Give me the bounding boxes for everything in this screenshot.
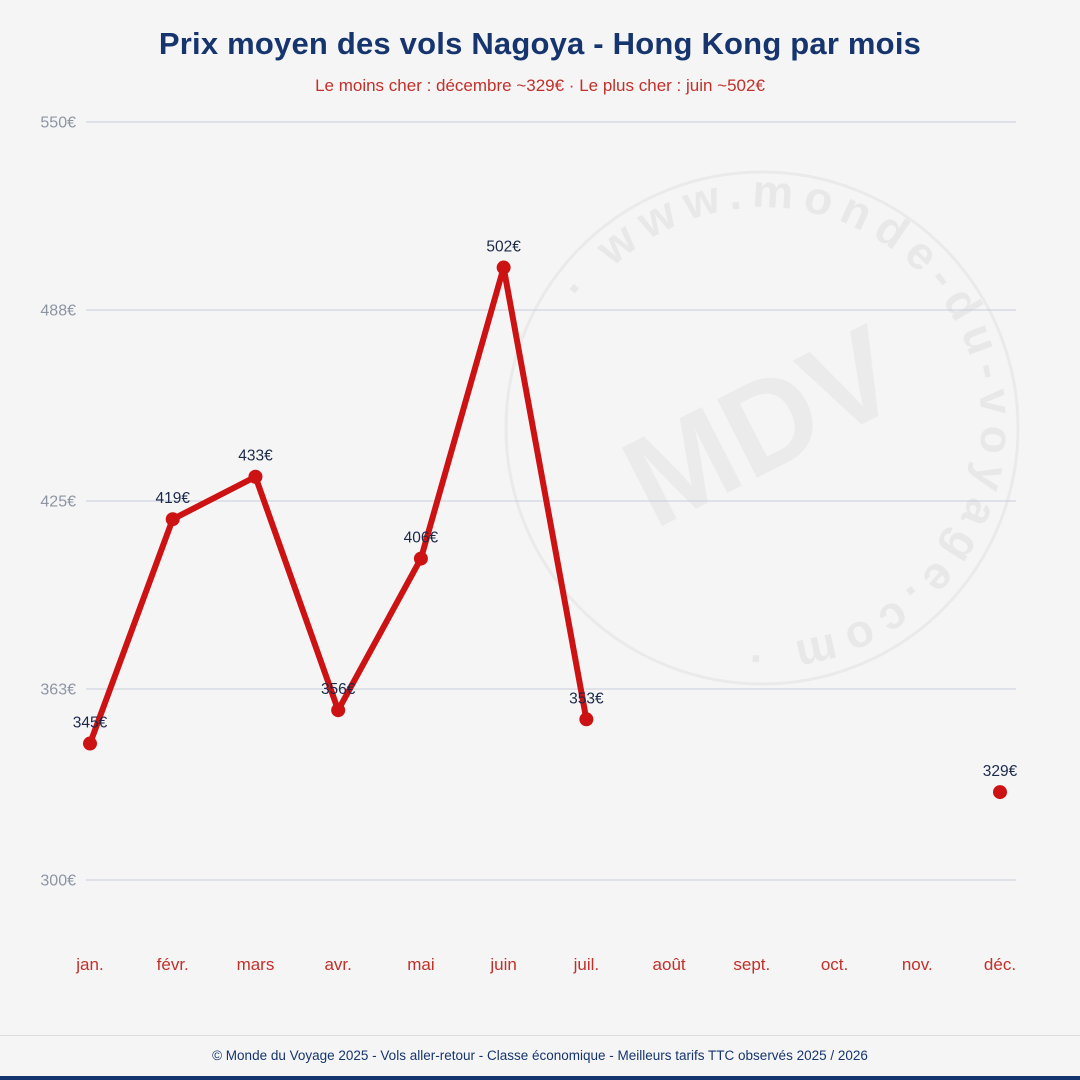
data-point <box>579 712 594 727</box>
x-tick-label: juin <box>489 955 516 974</box>
data-point <box>248 469 263 484</box>
data-point <box>165 512 180 527</box>
x-tick-label: avr. <box>324 955 351 974</box>
data-point <box>993 785 1007 800</box>
data-point-label: 329€ <box>983 763 1018 780</box>
data-point <box>83 736 97 751</box>
data-point <box>496 260 511 275</box>
watermark-center-text: MDV <box>602 298 920 555</box>
data-point-label: 502€ <box>486 239 521 256</box>
data-point-label: 356€ <box>321 681 356 698</box>
data-point <box>331 703 346 718</box>
bottom-accent-bar <box>0 1076 1080 1080</box>
data-point-label: 419€ <box>155 490 190 507</box>
data-point-label: 353€ <box>569 690 604 707</box>
x-tick-label: févr. <box>157 955 189 974</box>
watermark-circle <box>504 170 1020 686</box>
chart-title: Prix moyen des vols Nagoya - Hong Kong p… <box>158 26 922 61</box>
x-tick-label: oct. <box>821 955 848 974</box>
data-point <box>413 551 428 566</box>
x-tick-label: sept. <box>733 955 770 974</box>
data-point-label: 406€ <box>404 530 439 547</box>
y-tick-label: 550€ <box>40 115 76 132</box>
data-point-label: 433€ <box>238 448 273 465</box>
y-tick-label: 363€ <box>40 681 76 698</box>
footer-text: © Monde du Voyage 2025 - Vols aller-reto… <box>0 1035 1080 1076</box>
data-point-label: 345€ <box>73 715 108 732</box>
x-tick-label: juil. <box>573 955 600 974</box>
x-tick-label: déc. <box>984 955 1016 974</box>
x-tick-label: mars <box>237 955 275 974</box>
x-tick-label: août <box>653 955 686 974</box>
x-tick-label: nov. <box>902 955 933 974</box>
watermark: · www.monde-du-voyage.com · MDV <box>504 164 1020 686</box>
y-tick-label: 425€ <box>40 494 76 511</box>
chart-subtitle: Le moins cher : décembre ~329€ · Le plus… <box>315 76 765 95</box>
x-tick-label: jan. <box>75 955 103 974</box>
x-tick-label: mai <box>407 955 434 974</box>
y-tick-label: 300€ <box>40 873 76 890</box>
y-tick-label: 488€ <box>40 302 76 319</box>
